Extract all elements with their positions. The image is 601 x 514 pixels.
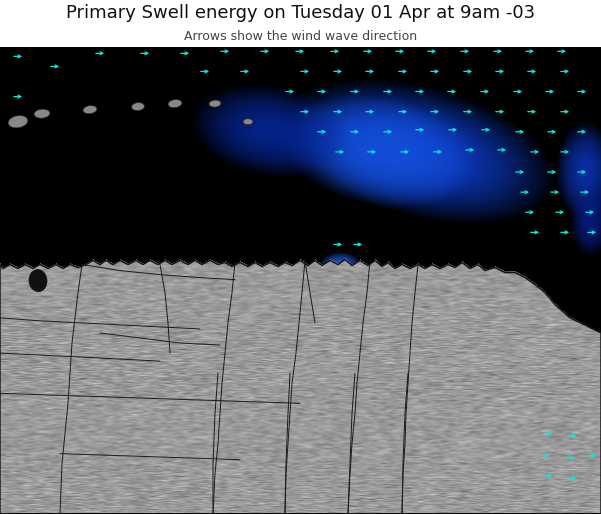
Text: Primary Swell energy on Tuesday 01 Apr at 9am -03: Primary Swell energy on Tuesday 01 Apr a… xyxy=(66,4,535,22)
Ellipse shape xyxy=(34,109,50,118)
Ellipse shape xyxy=(83,105,97,114)
Ellipse shape xyxy=(209,100,221,107)
Ellipse shape xyxy=(8,116,28,128)
Ellipse shape xyxy=(132,103,144,111)
Text: Arrows show the wind wave direction: Arrows show the wind wave direction xyxy=(184,30,417,43)
Ellipse shape xyxy=(243,119,253,125)
Ellipse shape xyxy=(29,270,47,291)
Ellipse shape xyxy=(168,100,182,108)
